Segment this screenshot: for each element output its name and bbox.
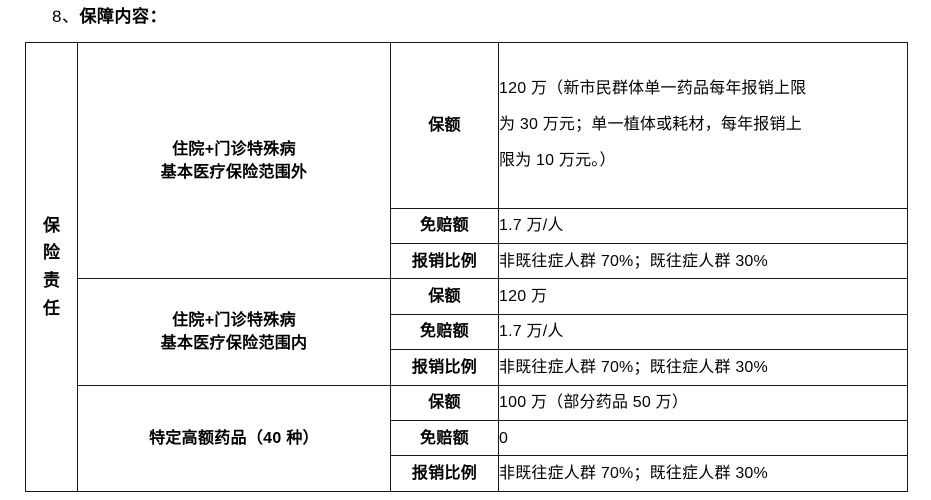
scope-cell-1: 住院+门诊特殊病 基本医疗保险范围外 (77, 41, 391, 280)
item-label-head: 保 (428, 394, 445, 412)
value-cell-amount: 120 万（新市民群体单一药品每年报销上限 为 30 万元；单一植体或耗材，每年… (498, 42, 908, 209)
item-label-ratio: 报销比例 (390, 242, 499, 280)
item-label-head: 免 (420, 217, 437, 235)
item-label-tail: 赔额 (436, 429, 469, 447)
value-line: 1.7 万/人 (499, 217, 564, 235)
section-number: 8、 (52, 7, 80, 26)
item-label-head: 免 (420, 323, 437, 341)
item-label-tail: 赔额 (436, 217, 469, 235)
scope-line: 基本医疗保险范围外 (160, 163, 308, 181)
item-label-tail: 额 (444, 116, 461, 134)
value-line: 0 (499, 429, 509, 447)
scope-cell-2: 住院+门诊特殊病 基本医疗保险范围内 (77, 278, 391, 386)
value-line: 1.7 万/人 (499, 323, 564, 341)
table-row: 免赔额 0 (26, 420, 908, 457)
item-label-head: 报 (411, 252, 429, 270)
value-cell-deductible: 1.7 万/人 (498, 207, 908, 244)
coverage-table-wrapper: 保险责任 住院+门诊特殊病 基本医疗保险范围外 保额 120 万（新市民群体单一… (25, 41, 908, 493)
table-row: 报销比例 非既往症人群 70%；既往症人群 30% (26, 242, 908, 280)
value-cell-ratio: 非既往症人群 70%；既往症人群 30% (498, 349, 908, 386)
responsibility-label: 保险责任 (43, 215, 60, 318)
value-line: 非既往症人群 70%；既往症人群 30% (499, 252, 768, 270)
item-label-ratio: 报销比例 (390, 455, 499, 492)
value-cell-deductible: 1.7 万/人 (498, 313, 908, 351)
table-row: 报销比例 非既往症人群 70%；既往症人群 30% (26, 455, 908, 492)
table-row: 免赔额 1.7 万/人 (26, 207, 908, 244)
item-label-tail: 销比例 (428, 358, 478, 376)
table-row: 保险责任 住院+门诊特殊病 基本医疗保险范围外 保额 120 万（新市民群体单一… (25, 41, 908, 492)
table-row: 住院+门诊特殊病 基本医疗保险范围内 保额 120 万 (26, 278, 908, 386)
value-line: 非既往症人群 70%；既往症人群 30% (499, 465, 768, 483)
scope-line: 住院+门诊特殊病 (172, 140, 296, 158)
value-line: 为 30 万元；单一植体或耗材，每年报销上 (499, 116, 802, 134)
item-label-ratio: 报销比例 (390, 349, 499, 386)
value-cell-ratio: 非既往症人群 70%；既往症人群 30% (498, 455, 908, 492)
scope-line: 特定高额药品（40 种） (149, 429, 319, 447)
value-cell-ratio: 非既往症人群 70%；既往症人群 30% (498, 242, 908, 280)
section-title: 保障内容： (79, 7, 167, 26)
item-label-amount: 保额 (390, 384, 499, 422)
item-label-head: 报 (411, 358, 429, 376)
value-line: 120 万 (499, 287, 548, 305)
item-label-amount: 保额 (390, 42, 499, 209)
table-row: 免赔额 1.7 万/人 (26, 313, 908, 351)
item-label-deductible: 免赔额 (390, 313, 499, 351)
value-line: 非既往症人群 70%；既往症人群 30% (499, 358, 768, 376)
item-label-head: 保 (428, 116, 445, 134)
value-cell-amount: 100 万（部分药品 50 万） (498, 384, 908, 422)
item-label-amount: 保额 (390, 278, 499, 315)
item-label-deductible: 免赔额 (390, 207, 499, 244)
value-cell-deductible: 0 (498, 420, 908, 457)
item-label-tail: 额 (444, 394, 461, 412)
scope-cell-3: 特定高额药品（40 种） (77, 384, 391, 493)
item-label-tail: 销比例 (428, 465, 478, 483)
value-line: 120 万（新市民群体单一药品每年报销上限 (499, 80, 807, 98)
value-line: 限为 10 万元。） (499, 152, 616, 170)
item-label-tail: 额 (444, 287, 461, 305)
value-line: 100 万（部分药品 50 万） (499, 394, 689, 412)
item-label-head: 保 (428, 287, 445, 305)
scope-line: 基本医疗保险范围内 (160, 335, 308, 352)
item-label-head: 报 (411, 465, 429, 483)
item-label-deductible: 免赔额 (390, 420, 499, 457)
table-row: 特定高额药品（40 种） 保额 100 万（部分药品 50 万） (26, 384, 908, 493)
item-label-tail: 销比例 (428, 252, 478, 270)
coverage-table: 保险责任 住院+门诊特殊病 基本医疗保险范围外 保额 120 万（新市民群体单一… (25, 41, 908, 493)
item-label-head: 免 (420, 429, 437, 447)
responsibility-cell: 保险责任 (25, 42, 78, 492)
item-label-tail: 赔额 (436, 323, 469, 341)
scope-line: 住院+门诊特殊病 (172, 311, 296, 329)
value-cell-amount: 120 万 (498, 278, 908, 315)
section-heading: 8、保障内容： (52, 5, 167, 29)
